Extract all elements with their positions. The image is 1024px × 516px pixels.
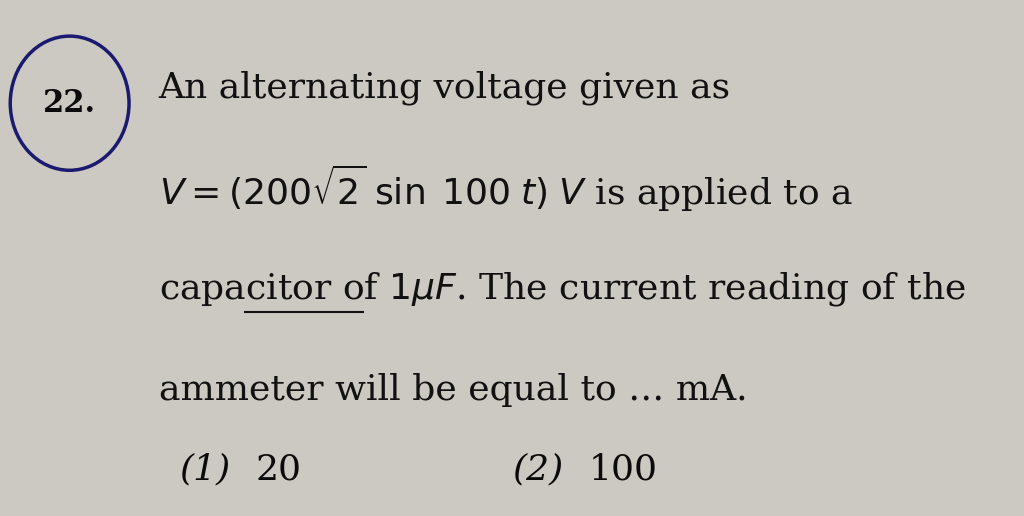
Text: ammeter will be equal to … mA.: ammeter will be equal to … mA. (159, 373, 748, 407)
Text: (2): (2) (512, 453, 563, 487)
Text: 20: 20 (256, 453, 302, 487)
Text: 22.: 22. (43, 88, 96, 119)
Text: An alternating voltage given as: An alternating voltage given as (159, 71, 731, 105)
Text: (1): (1) (179, 453, 230, 487)
Text: 100: 100 (589, 453, 657, 487)
Text: capacitor of $1\mu F$. The current reading of the: capacitor of $1\mu F$. The current readi… (159, 270, 966, 308)
Text: $V = (200\sqrt{2}\;\sin\;100\;t)\;V$ is applied to a: $V = (200\sqrt{2}\;\sin\;100\;t)\;V$ is … (159, 163, 853, 214)
